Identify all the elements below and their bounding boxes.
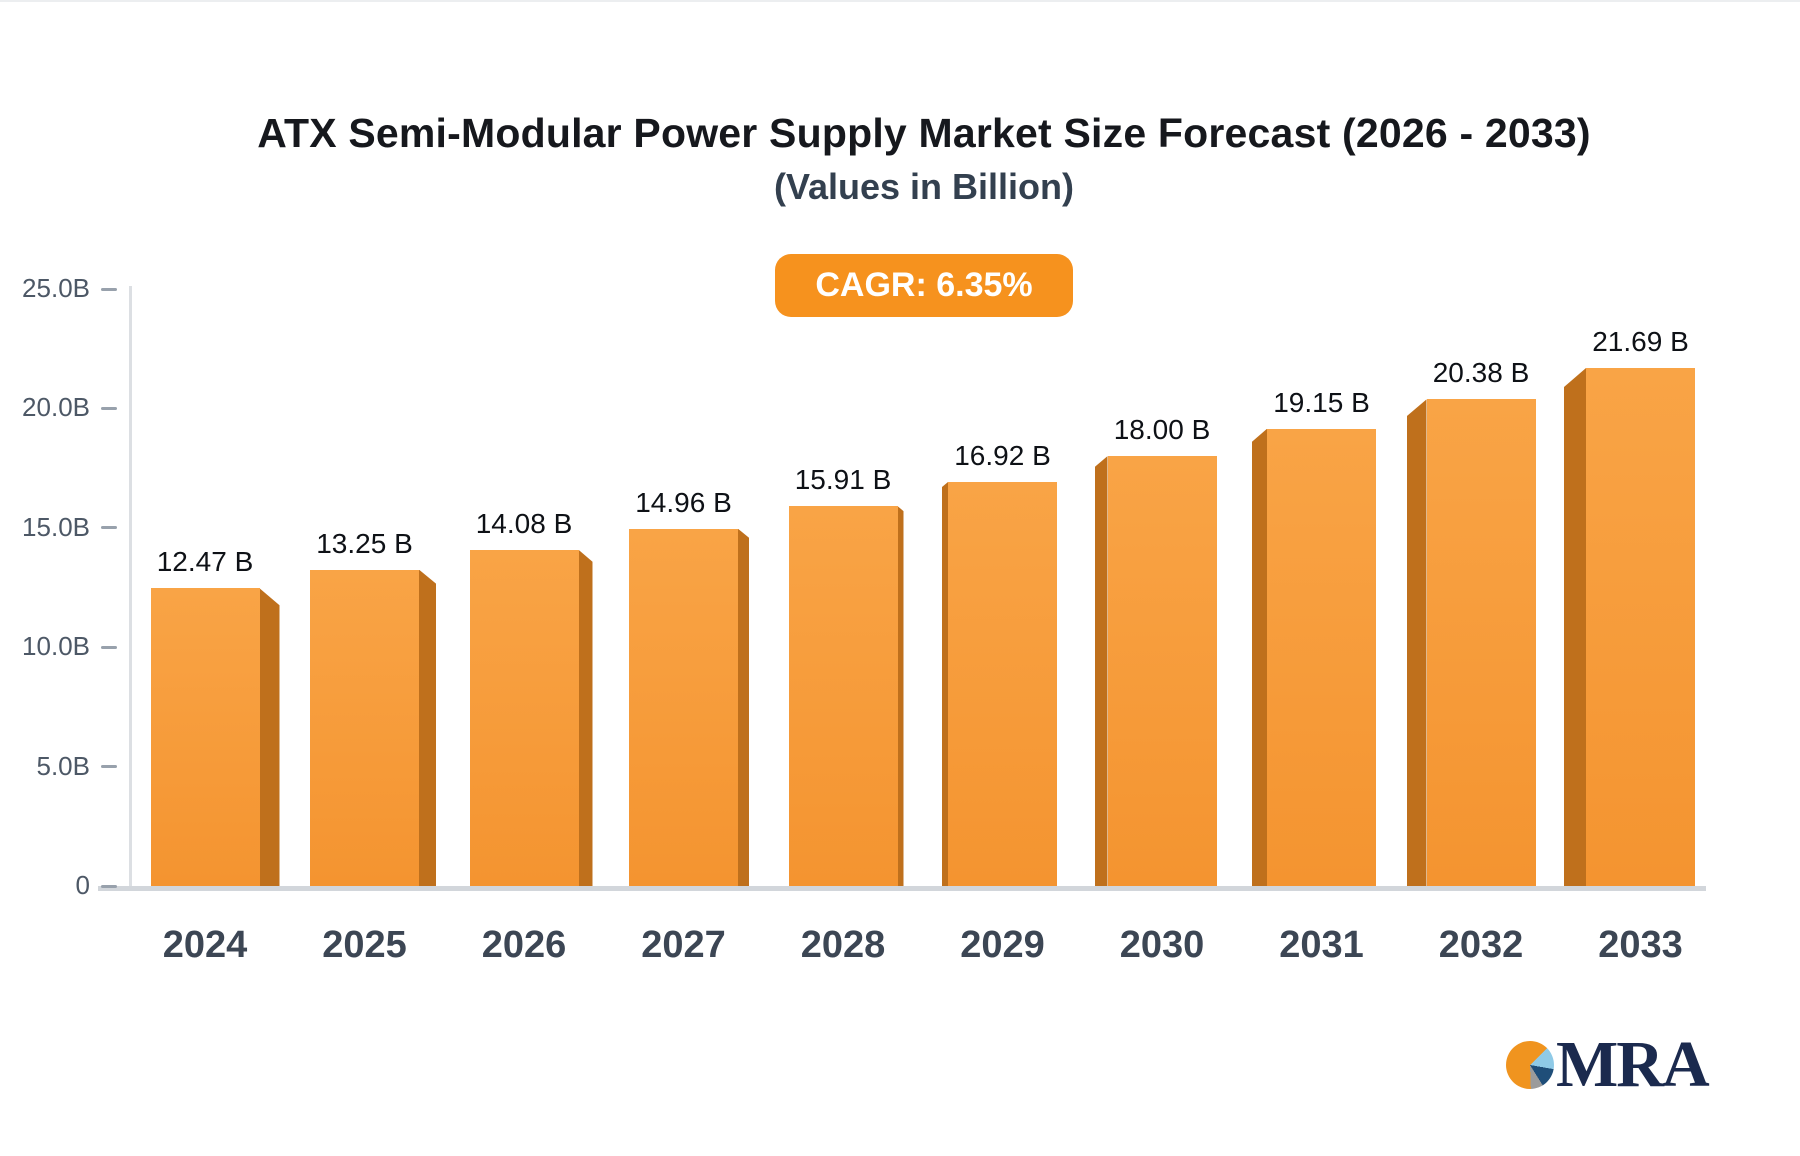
bar xyxy=(150,588,260,886)
y-axis-tick-mark xyxy=(101,765,117,769)
bar-value-label: 16.92 B xyxy=(954,439,1051,471)
bar-value-label: 21.69 B xyxy=(1592,326,1689,358)
y-axis-tick-label: 20.0B xyxy=(22,392,90,423)
cagr-badge: CAGR: 6.35% xyxy=(775,254,1073,317)
pie-chart-logo-icon xyxy=(1506,1041,1554,1089)
bar-value-label: 18.00 B xyxy=(1113,414,1211,446)
x-axis-category-label: 2024 xyxy=(162,924,248,966)
y-axis-tick-label: 5.0B xyxy=(36,750,91,781)
bar xyxy=(310,569,419,886)
mra-logo-text: MRA xyxy=(1556,1028,1710,1101)
x-axis-category-label: 2027 xyxy=(641,924,726,966)
bar-3d-side xyxy=(1406,399,1427,886)
x-axis-category-label: 2033 xyxy=(1598,924,1683,966)
cagr-badge-row: CAGR: 6.35% xyxy=(0,254,1800,317)
bar-3d-side xyxy=(897,506,904,886)
y-axis-tick-label: 25.0B xyxy=(22,273,90,303)
bar-value-label: 13.25 B xyxy=(316,527,413,559)
bar-3d-side xyxy=(1094,456,1108,886)
bar-3d-side xyxy=(942,481,948,886)
chart-subtitle: (Values in Billion) xyxy=(773,166,1075,207)
bar xyxy=(469,549,579,886)
x-axis-category-label: 2030 xyxy=(1119,924,1205,966)
x-axis-category-label: 2032 xyxy=(1438,924,1524,966)
x-axis-line xyxy=(98,886,1706,891)
bar xyxy=(948,481,1057,886)
y-axis-tick-mark xyxy=(101,287,117,291)
bar-3d-side xyxy=(1252,428,1267,886)
bar xyxy=(1586,368,1695,886)
bar-3d-side xyxy=(1564,368,1586,886)
bar xyxy=(629,528,738,886)
x-axis-category-label: 2025 xyxy=(322,924,407,966)
bar xyxy=(1426,399,1536,886)
y-axis-tick-label: 15.0B xyxy=(22,511,90,542)
y-axis-tick-mark xyxy=(101,406,117,410)
chart-title: ATX Semi-Modular Power Supply Market Siz… xyxy=(257,110,1591,156)
x-axis-category-label: 2031 xyxy=(1279,924,1364,966)
x-axis-category-label: 2026 xyxy=(481,924,567,966)
y-axis-tick-mark xyxy=(101,884,117,888)
bar-3d-side xyxy=(738,528,749,886)
y-axis-tick-mark xyxy=(101,526,117,530)
bar xyxy=(1107,456,1217,886)
bar-3d-side xyxy=(259,588,280,886)
y-axis-tick-label: 0 xyxy=(75,870,90,900)
bar-value-label: 14.08 B xyxy=(475,507,573,539)
x-axis-category-label: 2028 xyxy=(800,924,886,966)
bar-3d-side xyxy=(578,549,593,886)
y-axis-line xyxy=(129,286,132,886)
bar xyxy=(1267,428,1376,886)
y-axis-tick-mark xyxy=(101,645,117,649)
bar xyxy=(788,506,898,886)
bar-value-label: 20.38 B xyxy=(1432,357,1530,389)
bar-value-label: 15.91 B xyxy=(794,464,892,496)
mra-logo: MRA xyxy=(1506,1028,1710,1101)
bar-3d-side xyxy=(419,569,436,886)
bar-value-label: 12.47 B xyxy=(156,546,254,578)
y-axis-tick-label: 10.0B xyxy=(22,631,90,662)
x-axis-category-label: 2029 xyxy=(960,924,1045,966)
bar-value-label: 19.15 B xyxy=(1273,386,1370,418)
bar-value-label: 14.96 B xyxy=(635,486,732,518)
